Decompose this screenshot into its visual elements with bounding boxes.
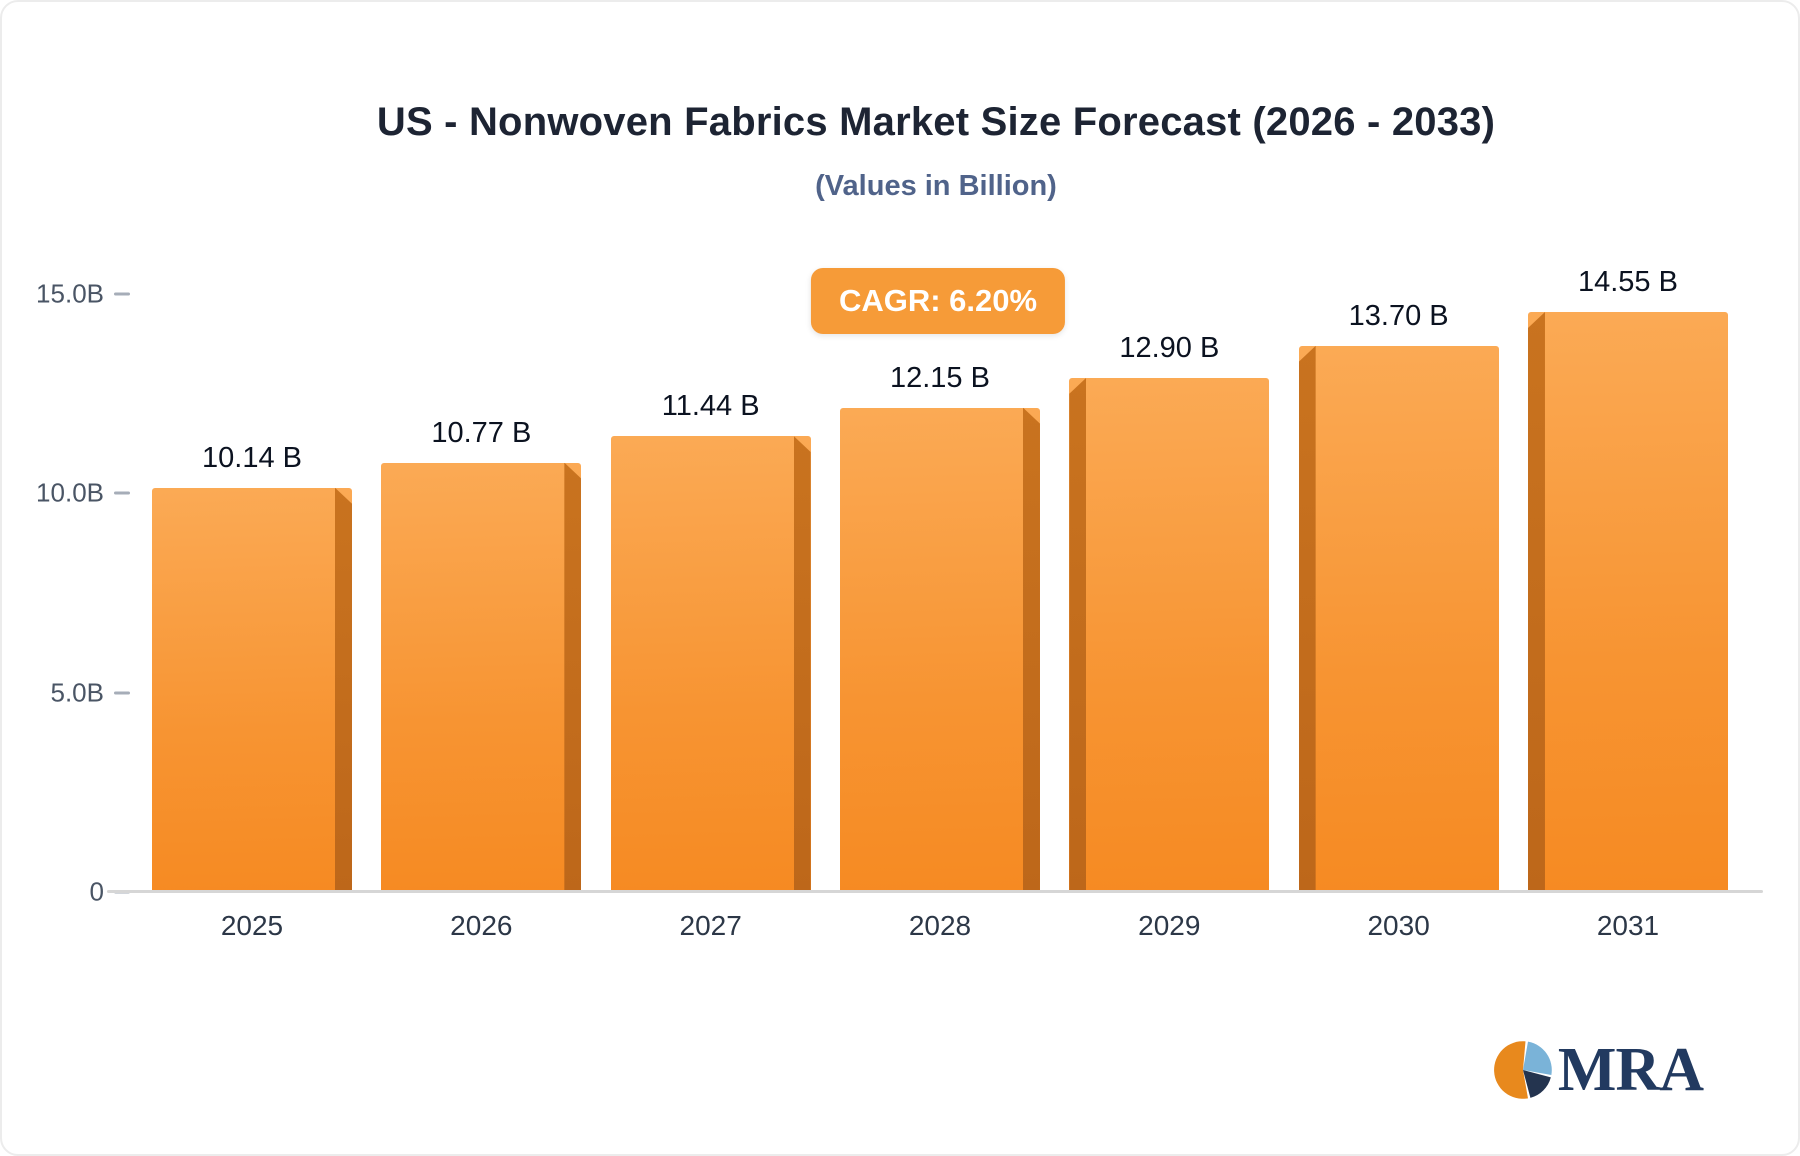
x-axis-label-2027: 2027	[679, 910, 742, 941]
chart-title: US - Nonwoven Fabrics Market Size Foreca…	[376, 100, 1496, 144]
bar-2025: 10.14 B	[152, 442, 352, 892]
y-axis-tick-label: 5.0B	[50, 677, 105, 708]
mra-logo-pie-icon	[1494, 1041, 1552, 1099]
bar-2031: 14.55 B	[1527, 266, 1728, 892]
mra-logo: MRA	[1491, 1036, 1704, 1104]
x-axis-label-2025: 2025	[220, 910, 284, 941]
bar-slot: 10.14 B	[152, 294, 352, 892]
plot-area: 10.14 B 10.77 B 11.44 B 12.15 B 12.90 B 13.70…	[152, 266, 1728, 892]
y-axis-tick-label: 15.0B	[36, 278, 104, 309]
bar-slot: 12.90 B	[1069, 294, 1270, 892]
bar-2026: 10.77 B	[381, 417, 582, 892]
y-axis: 15.0B 10.0B 5.0B 0	[2, 279, 152, 907]
y-axis-tick: 15.0B	[36, 279, 130, 310]
y-axis-tick-mark	[114, 491, 130, 495]
bar-value-label: 13.70 B	[1348, 299, 1449, 332]
x-axis-label-2031: 2031	[1596, 910, 1660, 941]
bars-container: 10.14 B 10.77 B 11.44 B 12.15 B 12.90 B 13.70…	[152, 266, 1728, 892]
bar-value-label: 12.90 B	[1119, 331, 1220, 364]
bar-value-label: 10.77 B	[431, 416, 532, 449]
bar-slot: 10.77 B	[381, 294, 582, 892]
y-axis-tick-label: 10.0B	[36, 477, 104, 508]
bar-2027: 11.44 B	[610, 390, 811, 892]
bar-2029: 12.90 B	[1069, 332, 1270, 892]
y-axis-tick-mark	[114, 691, 130, 695]
bar-value-label: 11.44 B	[661, 389, 760, 422]
y-axis-tick: 10.0B	[36, 478, 130, 509]
cagr-badge: CAGR: 6.20%	[810, 268, 1066, 334]
y-axis-tick: 5.0B	[50, 677, 130, 708]
mra-logo-text: MRA	[1557, 1036, 1704, 1104]
bar-slot: 12.15 B	[839, 294, 1040, 892]
bar-slot: 13.70 B	[1298, 294, 1499, 892]
bar-value-label: 10.14 B	[202, 441, 302, 474]
x-axis-label-2026: 2026	[450, 910, 513, 941]
x-axis-label-2028: 2028	[908, 910, 972, 941]
bar-slot: 11.44 B	[610, 294, 811, 892]
bar-2028: 12.15 B	[839, 362, 1040, 892]
x-axis-labels: 2025 2026 2027 2028 2029 2030 2031	[152, 910, 1728, 942]
chart-subtitle: (Values in Billion)	[815, 170, 1057, 202]
bar-value-label: 12.15 B	[889, 361, 990, 394]
x-axis-label-2029: 2029	[1138, 910, 1201, 941]
bar-2030: 13.70 B	[1298, 300, 1499, 892]
y-axis-tick-label: 0	[89, 876, 104, 907]
bar-slot: 14.55 B	[1527, 266, 1728, 892]
x-axis-line	[107, 890, 1763, 893]
bar-value-label: 14.55 B	[1577, 265, 1678, 298]
y-axis-tick-mark	[114, 292, 130, 296]
x-axis-label-2030: 2030	[1367, 910, 1430, 941]
